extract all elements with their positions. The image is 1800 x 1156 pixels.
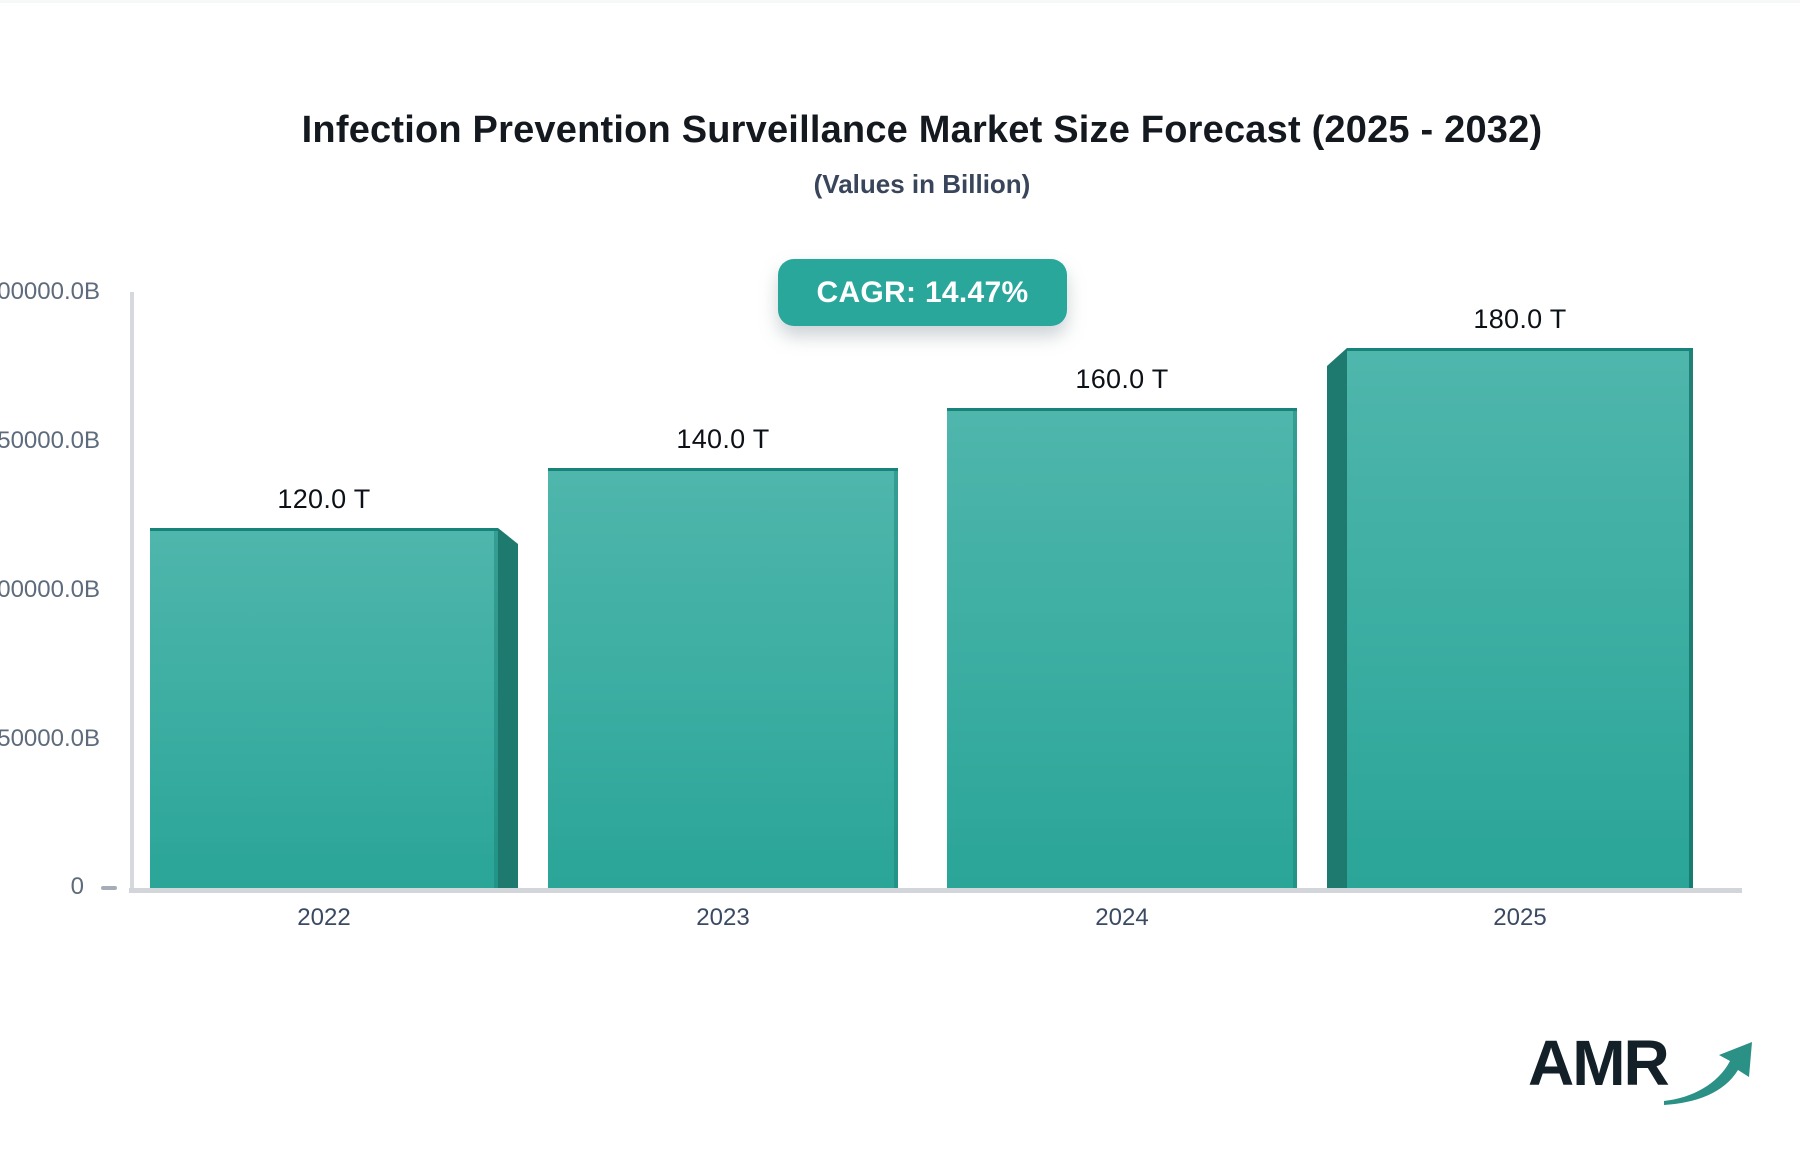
bar-2024 <box>947 408 1297 888</box>
bar-value-label: 180.0 T <box>1473 304 1567 334</box>
bar-2022 <box>150 528 498 888</box>
bar-value-label: 140.0 T <box>676 424 770 454</box>
bar-side-face-2022 <box>498 528 518 888</box>
bar-2023 <box>548 468 898 888</box>
cagr-badge: CAGR: 14.47% <box>778 259 1067 326</box>
chart-subtitle: (Values in Billion) <box>813 169 1031 199</box>
zero-tick-mark <box>101 886 117 890</box>
x-axis-label-2024: 2024 <box>1095 904 1149 931</box>
y-axis-zero-label: 0 <box>70 873 84 900</box>
bar-value-label: 120.0 T <box>277 484 371 514</box>
x-axis-label-2025: 2025 <box>1493 904 1547 931</box>
y-axis-tick-label: 50000.0B <box>0 725 100 752</box>
x-axis-label-2022: 2022 <box>297 904 351 931</box>
x-axis-line <box>129 888 1742 893</box>
y-axis-tick-label: 150000.0B <box>0 427 100 454</box>
bar-side-face-2025 <box>1327 348 1347 888</box>
amr-logo: AMR <box>1528 1031 1754 1107</box>
bar-2025 <box>1347 348 1693 888</box>
y-axis-line <box>130 292 134 893</box>
y-axis-tick-label: 200000.0B <box>0 278 100 305</box>
chart-title: Infection Prevention Surveillance Market… <box>301 109 1543 151</box>
y-axis-tick-label: 100000.0B <box>0 576 100 603</box>
bar-value-label: 160.0 T <box>1075 364 1169 394</box>
trend-up-arrow-icon <box>1663 1042 1752 1105</box>
amr-logo-text: AMR <box>1528 1027 1670 1099</box>
x-axis-label-2023: 2023 <box>696 904 750 931</box>
cagr-badge-label: CAGR: 14.47% <box>816 275 1029 309</box>
